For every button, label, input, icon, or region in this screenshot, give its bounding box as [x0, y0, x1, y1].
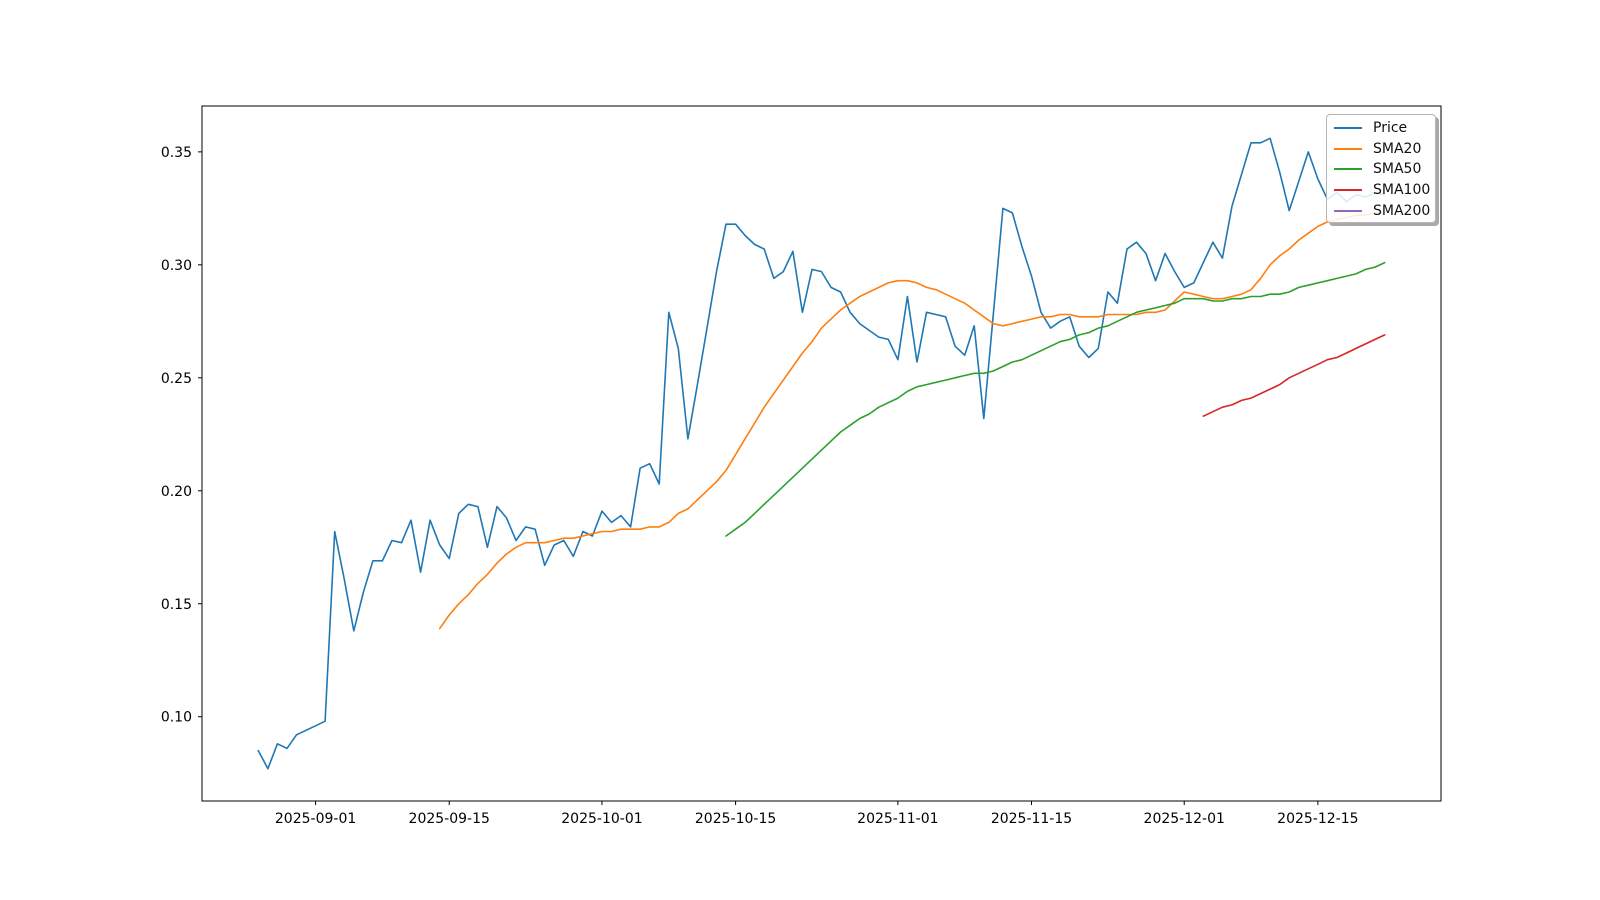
sma20-line-swatch	[1334, 147, 1362, 150]
price-line-swatch	[1334, 127, 1362, 130]
sma50-line	[725, 261, 1386, 537]
y-tick-label: 0.15	[161, 597, 192, 613]
y-tick-label: 0.30	[161, 258, 192, 274]
sma100-line	[1202, 334, 1386, 418]
legend-item-sma100: SMA100	[1327, 180, 1435, 201]
plot-lines	[257, 137, 1386, 770]
sma50-line-swatch	[1334, 168, 1362, 171]
price-line	[257, 137, 1386, 770]
x-tick-label: 2025-11-01	[857, 811, 938, 827]
sma100-line-swatch	[1334, 189, 1362, 192]
x-tick-label: 2025-12-01	[1144, 811, 1225, 827]
legend-item-sma50: SMA50	[1327, 159, 1435, 180]
y-tick-label: 0.35	[161, 145, 192, 161]
legend-label-price: Price	[1373, 120, 1408, 137]
x-tick-label: 2025-09-01	[275, 811, 356, 827]
legend-label-sma50: SMA50	[1373, 161, 1422, 178]
x-tick-label: 2025-11-15	[991, 811, 1072, 827]
legend: Price SMA20 SMA50 SMA100 SMA200	[1326, 114, 1436, 223]
y-tick-label: 0.10	[161, 710, 192, 726]
x-tick-label: 2025-09-15	[409, 811, 490, 827]
x-tick-label: 2025-10-15	[695, 811, 776, 827]
legend-label-sma200: SMA200	[1373, 202, 1431, 219]
legend-item-price: Price	[1327, 118, 1435, 139]
legend-label-sma20: SMA20	[1373, 140, 1422, 157]
sma200-line-swatch	[1334, 209, 1362, 212]
y-axis-ticks: 0.10 0.15 0.20 0.25 0.30 0.35	[161, 145, 202, 726]
legend-item-sma200: SMA200	[1327, 200, 1435, 221]
y-tick-label: 0.20	[161, 484, 192, 500]
x-axis-ticks: 2025-09-01 2025-09-15 2025-10-01 2025-10-15…	[275, 801, 1359, 827]
plot-border	[201, 105, 1442, 802]
x-tick-label: 2025-10-01	[561, 811, 642, 827]
legend-item-sma20: SMA20	[1327, 139, 1435, 160]
x-tick-label: 2025-12-15	[1277, 811, 1358, 827]
legend-label-sma100: SMA100	[1373, 182, 1431, 199]
sma20-line	[438, 212, 1386, 630]
y-tick-label: 0.25	[161, 371, 192, 387]
